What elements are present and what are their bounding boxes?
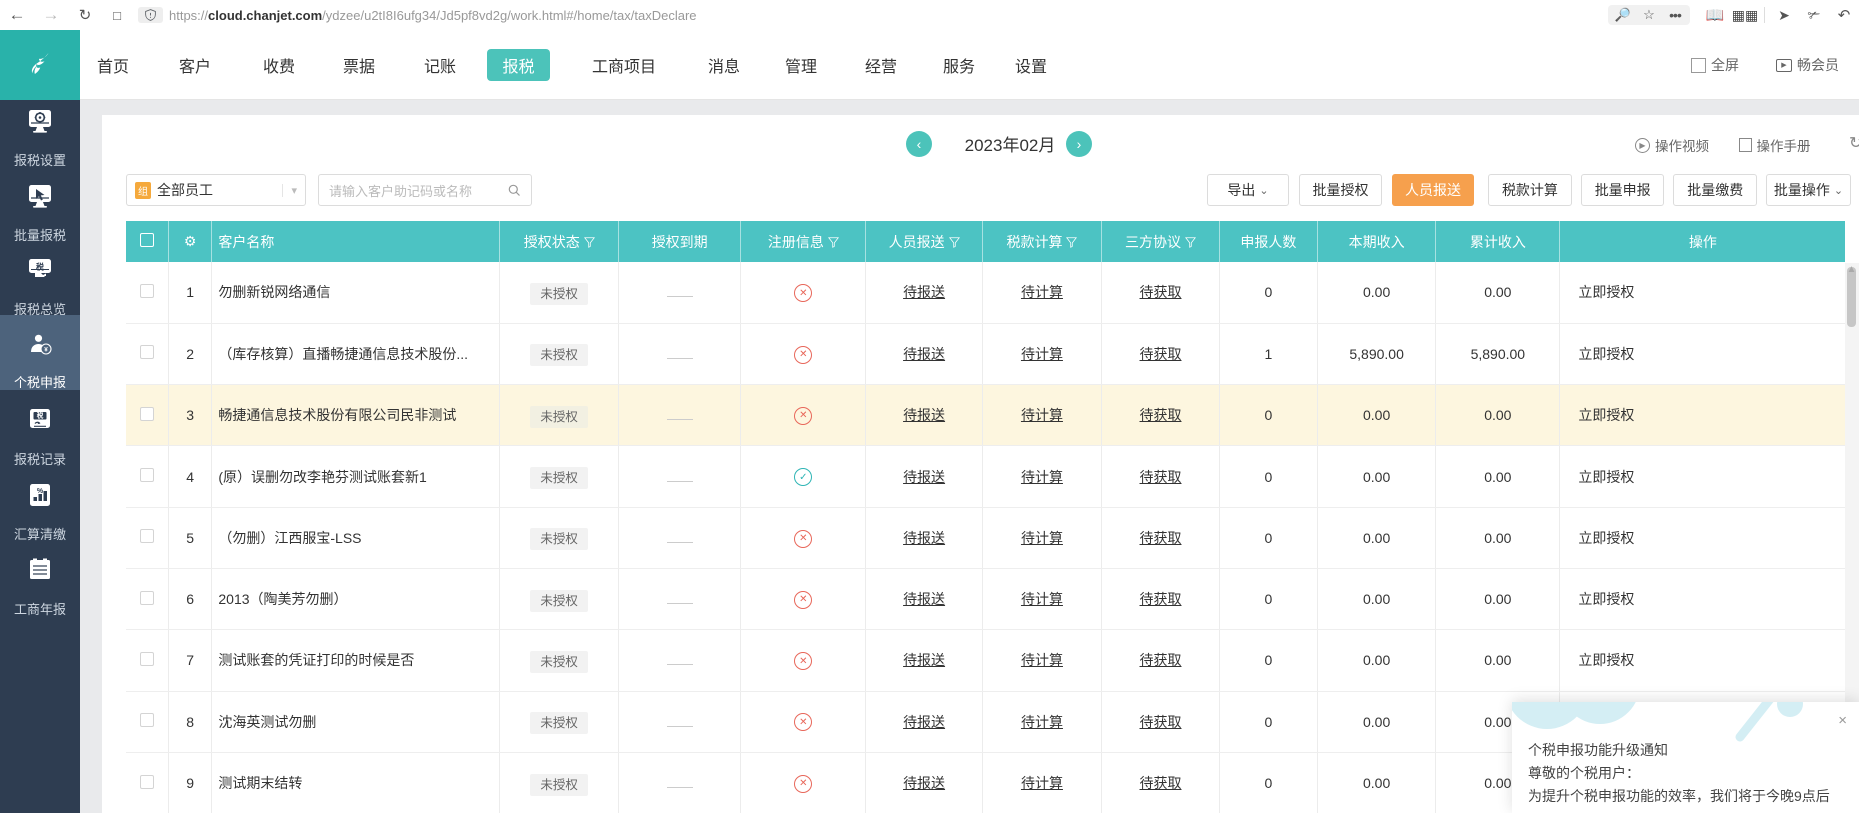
svg-text:%: % <box>37 488 44 495</box>
svg-text:税: 税 <box>37 410 44 419</box>
svg-text:¥: ¥ <box>44 347 48 354</box>
